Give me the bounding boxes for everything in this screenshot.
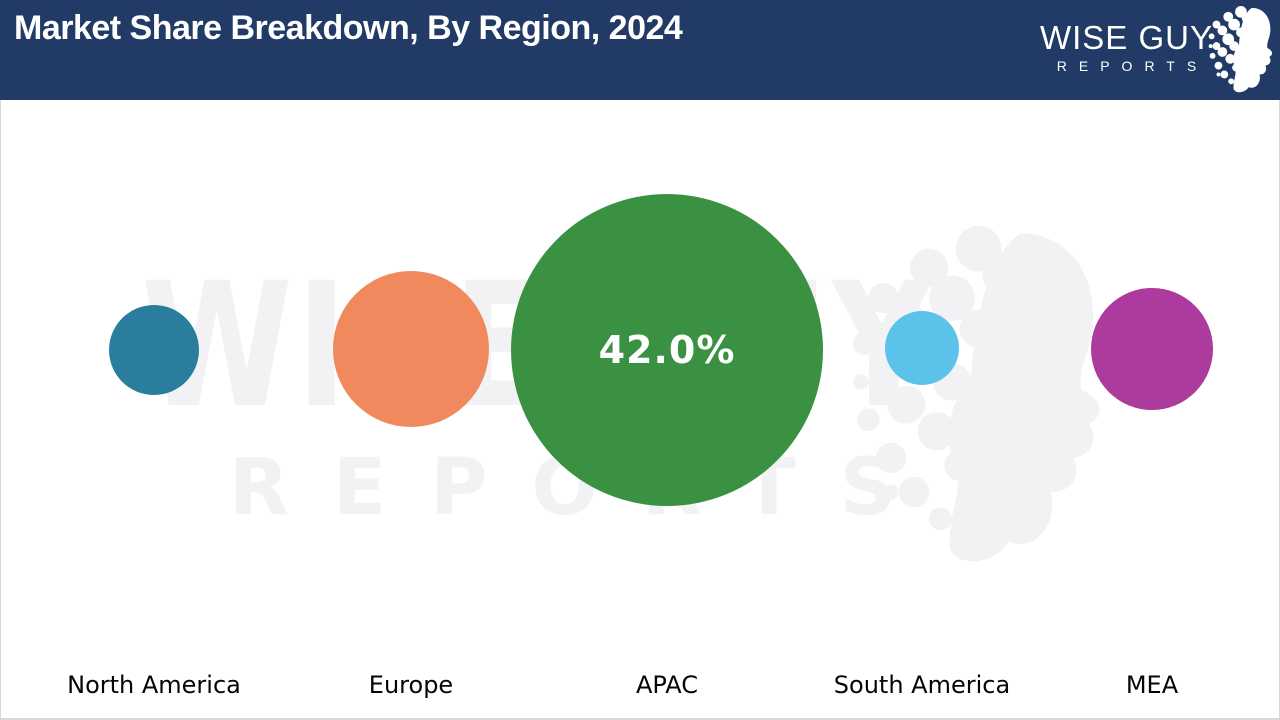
category-label-south-america: South America (833, 671, 1011, 699)
bubble-europe (333, 271, 489, 427)
wiseguy-head-logo-icon (1208, 5, 1273, 93)
apac-data-label: 42.0% (598, 328, 736, 372)
head-watermark-icon (853, 225, 1100, 562)
bubble-mea (1091, 288, 1213, 410)
logo-subtext: REPORTS (1056, 58, 1209, 74)
header-bar: Market Share Breakdown, By Region, 2024 … (0, 0, 1280, 100)
logo-wordmark: WISE GUY (1039, 19, 1213, 56)
page-title: Market Share Breakdown, By Region, 2024 (14, 9, 683, 47)
category-label-mea: MEA (1125, 671, 1179, 699)
category-label-north-america: North America (67, 671, 241, 699)
category-label-europe: Europe (368, 671, 454, 699)
bubble-apac: 42.0% (511, 194, 823, 506)
bubble-north-america (109, 305, 199, 395)
bubble-south-america (885, 311, 959, 385)
category-label-apac: APAC (635, 671, 699, 699)
chart-area: WISE GUY REPORTS 42.0% North America Eur… (0, 100, 1280, 720)
wiseguy-logo: WISE GUY REPORTS (1039, 19, 1213, 75)
